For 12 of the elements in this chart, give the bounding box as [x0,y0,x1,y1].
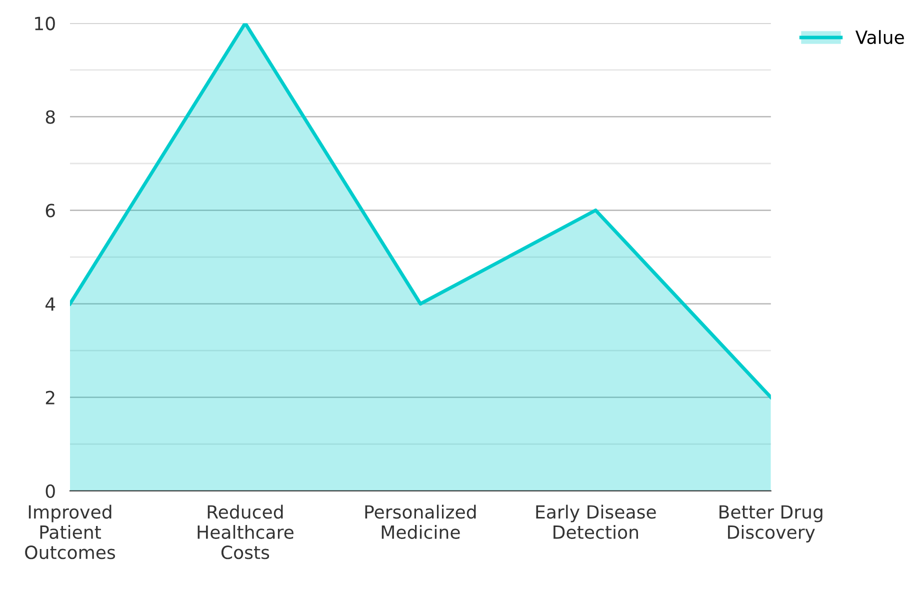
y-tick-label: 10 [35,16,55,30]
x-tick-label: Better Drug Discovery [720,505,822,542]
y-tick-label: 8 [46,110,55,124]
y-tick-label: 0 [46,484,55,498]
legend-label: Value [855,30,904,44]
y-tick-label: 6 [46,204,55,218]
x-tick-label: Reduced Healthcare Costs [198,504,294,560]
x-tick-label: Personalized Medicine [365,504,476,539]
y-tick-label: 2 [46,390,54,404]
x-tick-label: Improved Patient Outcomes [25,504,116,560]
y-tick-label: 4 [46,298,56,311]
x-tick-label: Early Disease Detection [536,504,656,539]
